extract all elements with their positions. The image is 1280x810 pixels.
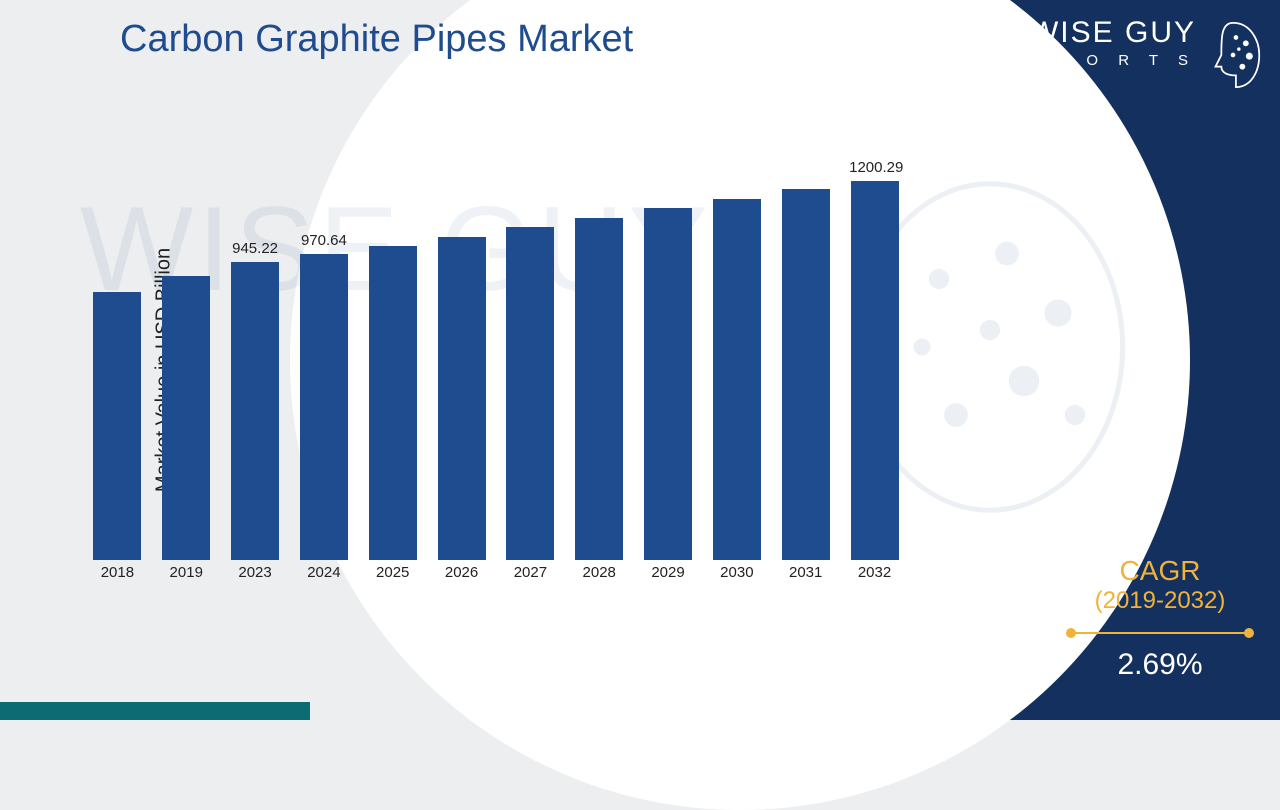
bar xyxy=(162,276,210,560)
bar xyxy=(438,237,486,560)
bar-2029 xyxy=(643,208,694,560)
bar xyxy=(300,254,348,560)
bottom-stripe xyxy=(0,702,310,720)
bar xyxy=(782,189,830,560)
bar-2031 xyxy=(780,189,831,560)
plot-area: 945.22 970.64 1200.29 xyxy=(92,150,900,560)
x-tick: 2026 xyxy=(436,564,487,590)
x-tick: 2031 xyxy=(780,564,831,590)
cagr-label: CAGR xyxy=(1040,554,1280,588)
bar-2024: 970.64 xyxy=(298,254,349,560)
bar xyxy=(231,262,279,560)
chart-title: Carbon Graphite Pipes Market xyxy=(120,18,633,61)
bar xyxy=(644,208,692,560)
x-tick: 2023 xyxy=(230,564,281,590)
cagr-range: (2019-2032) xyxy=(1040,587,1280,616)
bar xyxy=(713,199,761,560)
page-root: WISE GUY WISE GUY R E P O R T S CAGR (20… xyxy=(0,0,1280,720)
bar-2018 xyxy=(92,292,143,560)
x-tick: 2025 xyxy=(367,564,418,590)
bar xyxy=(575,218,623,560)
brand-sub: R E P O R T S xyxy=(995,52,1196,69)
x-tick: 2029 xyxy=(643,564,694,590)
cagr-value: 2.69% xyxy=(1040,648,1280,682)
bar xyxy=(369,246,417,560)
brand-logo: WISE GUY R E P O R T S xyxy=(995,18,1262,69)
x-tick: 2032 xyxy=(849,564,900,590)
brand-name: WISE GUY xyxy=(995,18,1196,48)
bar xyxy=(506,227,554,560)
x-tick: 2024 xyxy=(298,564,349,590)
x-tick: 2028 xyxy=(574,564,625,590)
bar-2019 xyxy=(161,276,212,560)
bar-2030 xyxy=(711,199,762,560)
bar-2026 xyxy=(436,237,487,560)
bar-value-label: 1200.29 xyxy=(849,159,900,176)
bar-2025 xyxy=(367,246,418,560)
x-tick: 2027 xyxy=(505,564,556,590)
cagr-block: CAGR (2019-2032) 2.69% xyxy=(1040,554,1280,682)
x-tick: 2018 xyxy=(92,564,143,590)
bar xyxy=(93,292,141,560)
x-tick: 2019 xyxy=(161,564,212,590)
bar-2032: 1200.29 xyxy=(849,181,900,560)
bar-2023: 945.22 xyxy=(230,262,281,560)
bar-chart: Market Value in USD Billion 945.22970.64… xyxy=(70,150,900,590)
x-axis: 2018 2019 2023 2024 2025 2026 2027 2028 2029 2030… xyxy=(92,564,900,590)
bar-2028 xyxy=(574,218,625,560)
bar-value-label: 945.22 xyxy=(230,240,281,257)
bar-value-label: 970.64 xyxy=(298,232,349,249)
cagr-divider xyxy=(1070,632,1250,634)
x-tick: 2030 xyxy=(711,564,762,590)
brand-head-icon xyxy=(1198,20,1268,90)
bar xyxy=(851,181,899,560)
bar-2027 xyxy=(505,227,556,560)
